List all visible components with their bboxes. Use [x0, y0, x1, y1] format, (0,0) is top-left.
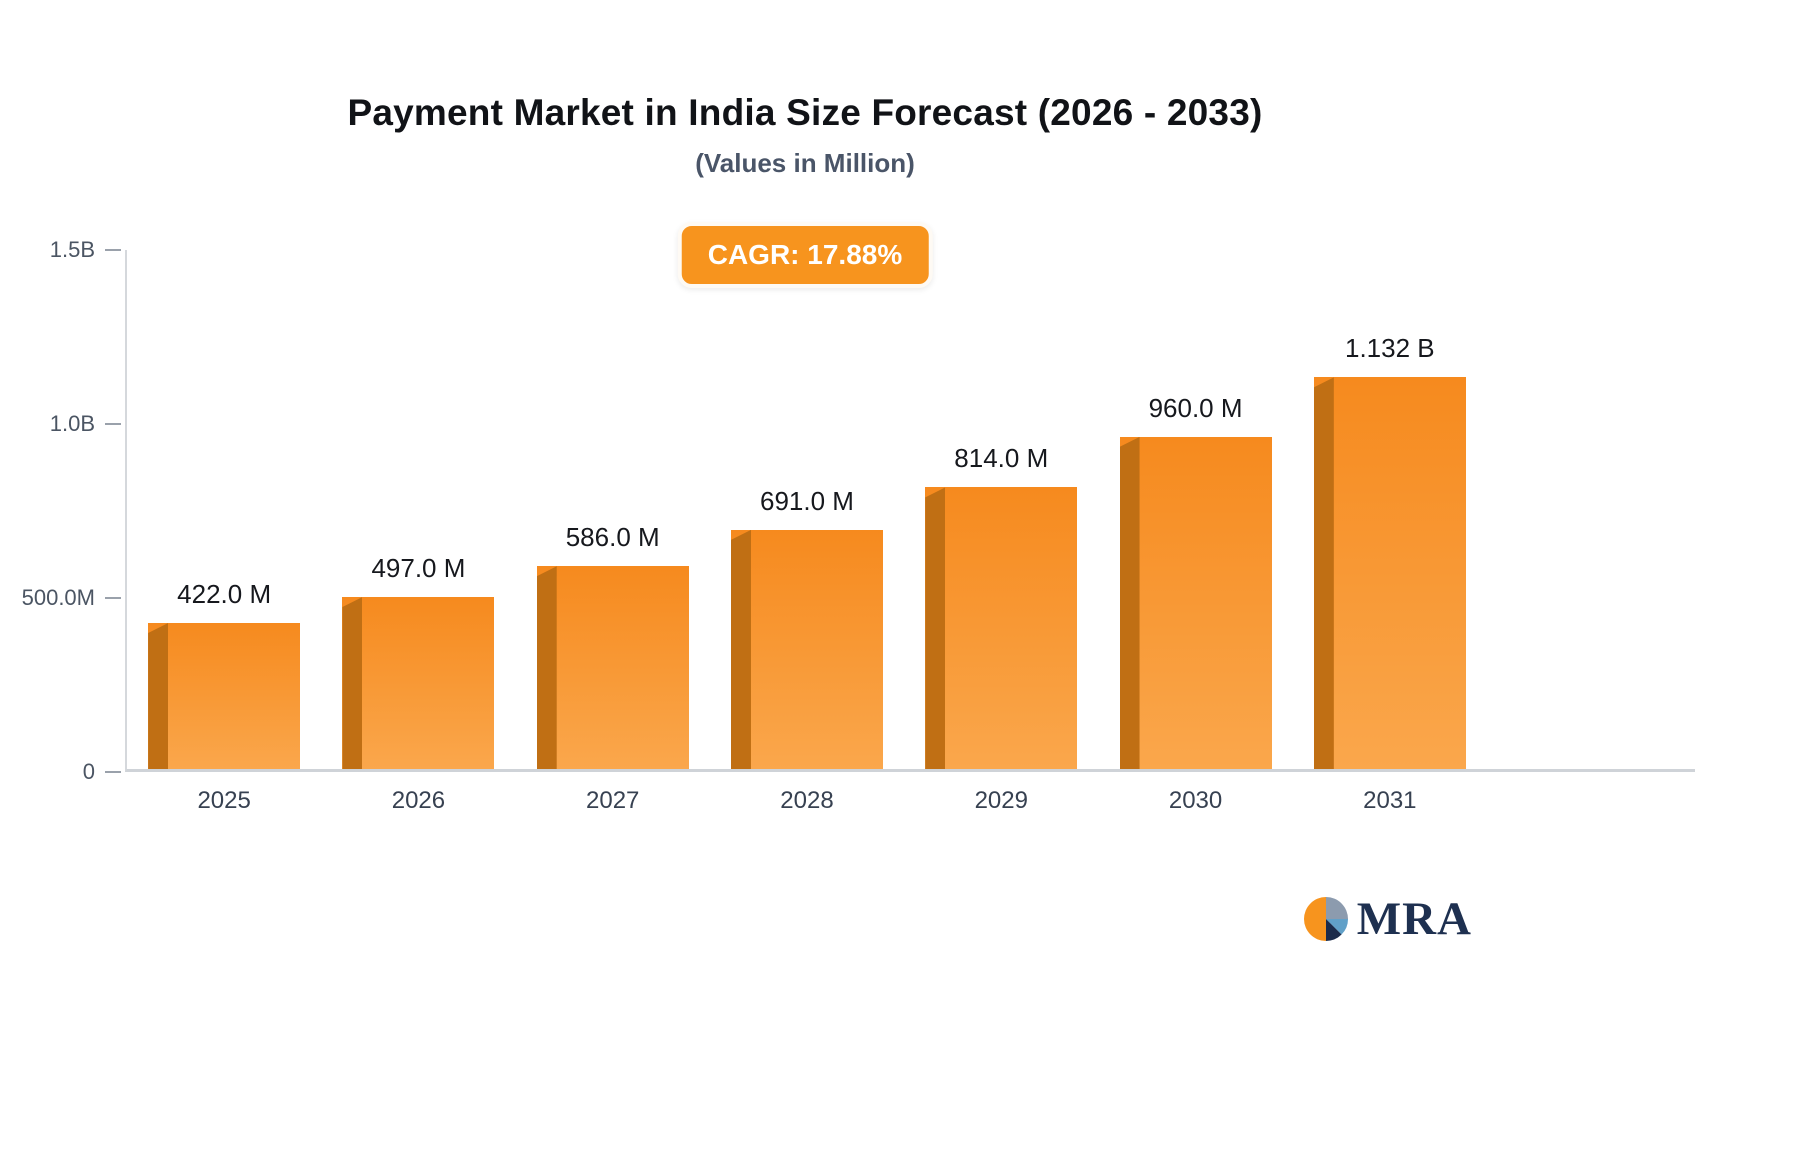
- x-axis-label: 2030: [1168, 787, 1223, 814]
- y-tick: 500.0M: [15, 585, 121, 611]
- x-axis-label: 2027: [586, 787, 640, 814]
- x-axis-label: 2029: [974, 787, 1028, 814]
- bar-value-label: 586.0 M: [565, 522, 660, 553]
- y-tick: 1.5B: [15, 237, 121, 263]
- bar-group: 960.0 M 2030: [1098, 250, 1292, 814]
- bar-value-label: 497.0 M: [371, 553, 466, 584]
- bar: [1119, 436, 1272, 769]
- bar-value-label: 814.0 M: [954, 443, 1049, 474]
- y-tick: 0: [15, 759, 121, 785]
- bars-row: 422.0 M 2025 497.0 M 2026 586.0 M 2027 691.0 M…: [127, 250, 1487, 814]
- x-axis-label: 2028: [780, 787, 834, 814]
- bar-value-label: 960.0 M: [1148, 392, 1243, 423]
- bar-group: 497.0 M 2026: [321, 250, 515, 814]
- y-tick: 1.0B: [15, 411, 121, 437]
- y-tick-mark: [105, 596, 121, 599]
- bar: [148, 623, 301, 769]
- mra-logo-text: MRA: [1356, 892, 1472, 945]
- y-tick-mark: [105, 771, 121, 773]
- bar: [1313, 377, 1466, 769]
- y-tick-mark: [105, 422, 121, 425]
- bar-group: 814.0 M 2029: [904, 250, 1098, 814]
- y-tick-mark: [105, 249, 121, 251]
- plot-area: 422.0 M 2025 497.0 M 2026 586.0 M 2027 691.0 M…: [125, 250, 1695, 814]
- bar-value-label: 691.0 M: [760, 485, 854, 516]
- bar-group: 586.0 M 2027: [516, 250, 710, 814]
- x-axis-label: 2025: [197, 787, 251, 814]
- bar: [536, 566, 689, 769]
- x-axis-label: 2026: [391, 787, 446, 814]
- bar: [925, 487, 1078, 769]
- mra-logo-icon: [1303, 897, 1348, 941]
- cagr-badge: CAGR: 17.88%: [677, 222, 933, 288]
- y-axis: 0 500.0M 1.0B 1.5B: [15, 237, 121, 784]
- y-tick-label: 1.5B: [49, 237, 95, 262]
- chart-subtitle: (Values in Million): [695, 148, 915, 178]
- chart-title: Payment Market in India Size Forecast (2…: [347, 92, 1263, 133]
- bar-group: 422.0 M 2025: [127, 250, 321, 814]
- bar-group: 691.0 M 2028: [710, 250, 904, 814]
- bar-value-label: 422.0 M: [177, 579, 272, 609]
- y-tick-label: 500.0M: [21, 584, 95, 610]
- bar: [342, 597, 495, 769]
- bar-group: 1.132 B 2031: [1293, 250, 1487, 814]
- bar-value-label: 1.132 B: [1345, 333, 1435, 364]
- y-tick-label: 1.0B: [49, 410, 95, 436]
- bar: [730, 529, 883, 769]
- x-axis-label: 2031: [1363, 787, 1417, 814]
- bar-chart: 0 500.0M 1.0B 1.5B 422.0 M 2025 497.0 M 2026 58…: [15, 237, 1705, 814]
- mra-logo: MRA: [1302, 895, 1472, 943]
- y-tick-label: 0: [82, 759, 95, 784]
